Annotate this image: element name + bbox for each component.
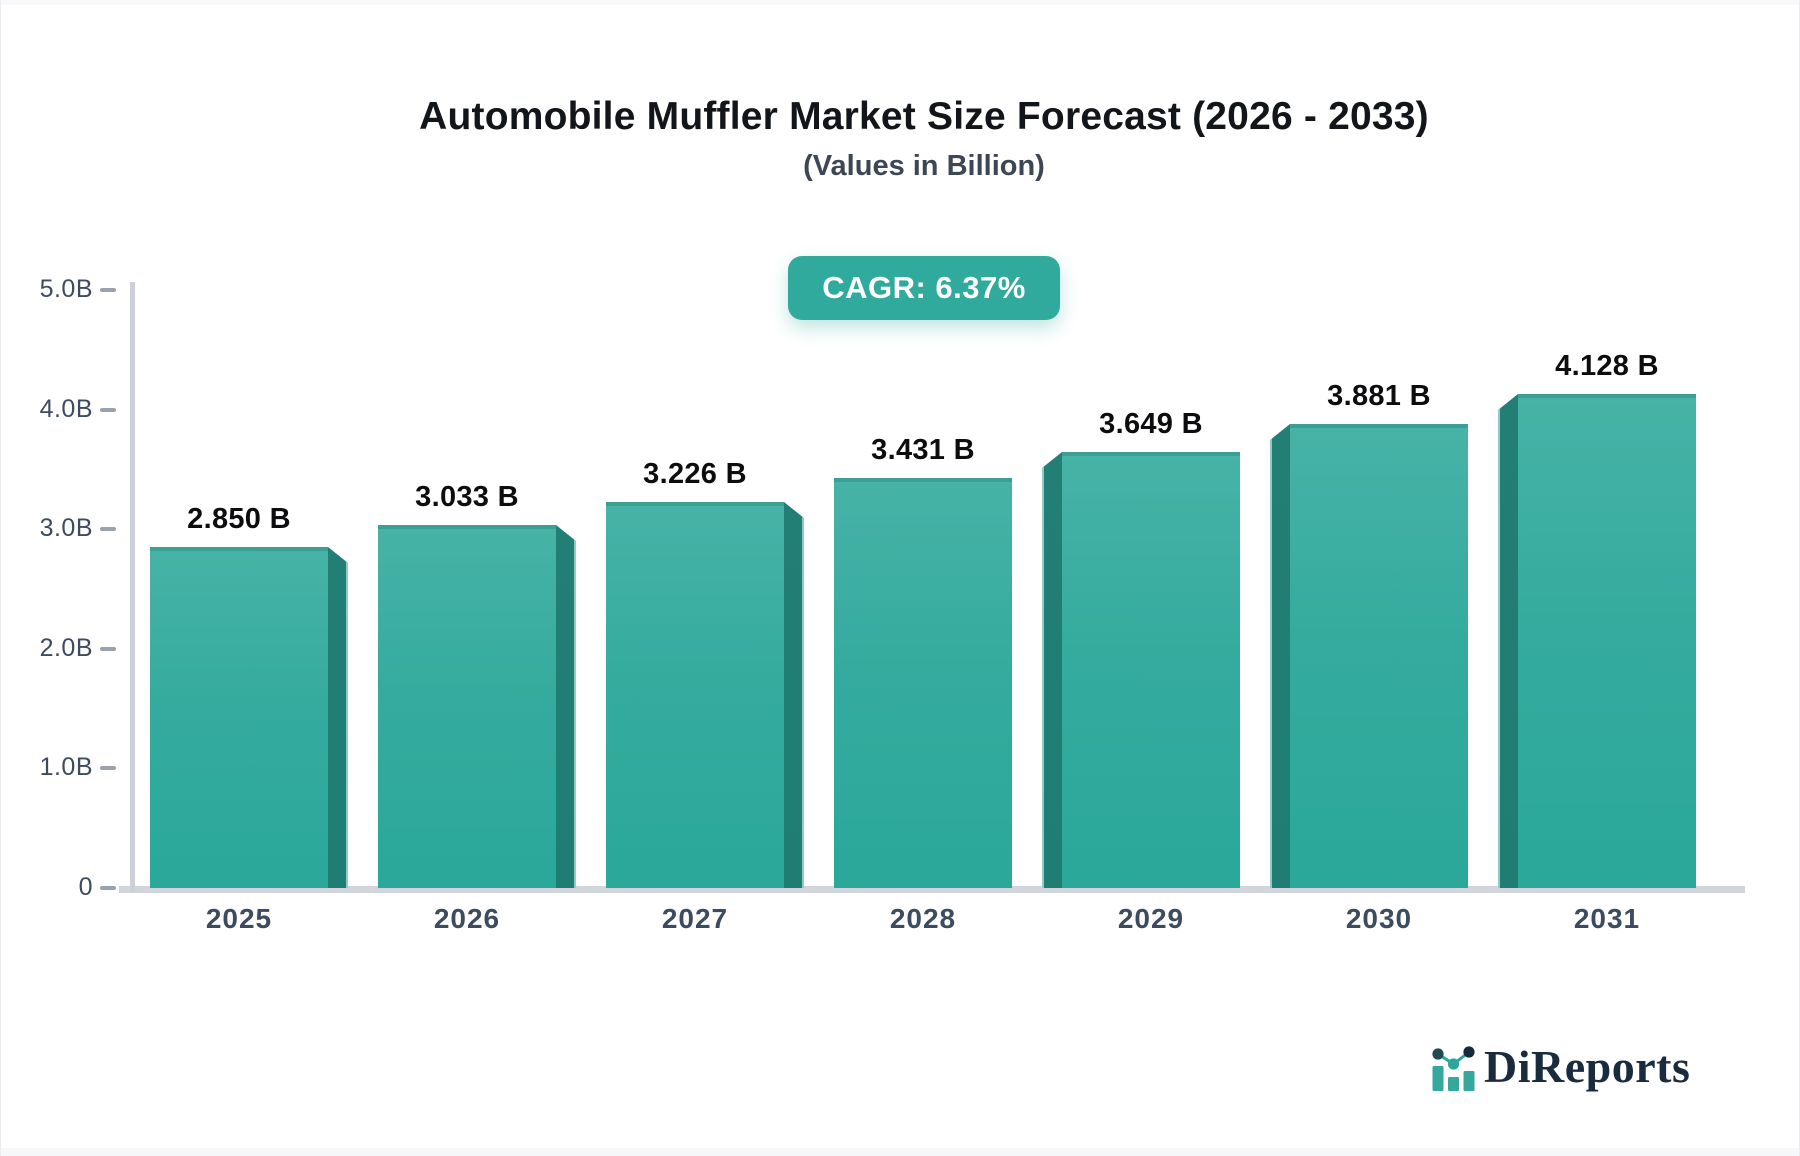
y-axis-tick-label: 1.0B <box>39 753 93 781</box>
chart-title: Automobile Muffler Market Size Forecast … <box>419 95 1429 138</box>
bar-2026 <box>378 525 556 888</box>
y-axis-tick-label: 0 <box>78 873 93 901</box>
y-axis-tick <box>100 408 116 412</box>
y-axis-tick-label: 5.0B <box>39 275 93 303</box>
y-axis-tick <box>100 886 116 890</box>
cagr-badge-label: CAGR: 6.37% <box>822 270 1026 305</box>
y-axis-tick <box>100 647 116 651</box>
bar-2030 <box>1290 424 1468 888</box>
y-axis-tick-label: 3.0B <box>39 514 93 542</box>
mini-bar-chart-icon <box>1430 1044 1477 1091</box>
bar-3d-side-2026 <box>556 525 576 888</box>
bar-3d-side-2031 <box>1498 394 1518 888</box>
x-axis-label-2031: 2031 <box>1573 903 1641 934</box>
bar-3d-side-2027 <box>784 502 804 888</box>
bar-value-label-2029: 3.649 B <box>1099 408 1203 440</box>
bar-2027 <box>606 502 784 888</box>
x-axis-label-2029: 2029 <box>1117 903 1185 934</box>
y-axis-tick <box>100 288 116 292</box>
y-axis-tick-label: 4.0B <box>39 395 93 423</box>
page-edge-left <box>0 0 1 1156</box>
bar-2025 <box>150 547 328 888</box>
bar-2029 <box>1062 452 1240 888</box>
x-axis-label-2030: 2030 <box>1345 903 1413 934</box>
y-axis-tick-label: 2.0B <box>39 634 93 662</box>
cagr-badge: CAGR: 6.37% <box>788 256 1060 320</box>
bar-2028 <box>834 478 1012 888</box>
x-axis-label-2025: 2025 <box>205 903 273 934</box>
y-axis-line <box>130 282 135 892</box>
bar-3d-side-2029 <box>1042 452 1062 888</box>
bar-value-label-2026: 3.033 B <box>415 481 519 513</box>
x-axis-label-2027: 2027 <box>661 903 729 934</box>
logo-text: DiReports <box>1484 1041 1691 1092</box>
bar-value-label-2027: 3.226 B <box>643 458 747 490</box>
bar-value-label-2030: 3.881 B <box>1327 380 1431 412</box>
page-edge-bottom <box>0 1148 1800 1156</box>
x-axis-line <box>119 886 1745 893</box>
y-axis-tick <box>100 766 116 770</box>
bar-value-label-2031: 4.128 B <box>1555 350 1659 382</box>
y-axis-tick <box>100 527 116 531</box>
x-axis-label-2026: 2026 <box>433 903 501 934</box>
bar-2031 <box>1518 394 1696 888</box>
page-edge-top <box>0 0 1800 5</box>
bar-3d-side-2030 <box>1270 424 1290 888</box>
bar-3d-side-2025 <box>328 547 348 888</box>
bar-value-label-2028: 3.431 B <box>871 434 975 466</box>
x-axis-label-2028: 2028 <box>889 903 957 934</box>
direports-logo: DiReports <box>1430 1036 1690 1098</box>
bar-value-label-2025: 2.850 B <box>187 503 291 535</box>
chart-subtitle: (Values in Billion) <box>803 150 1045 182</box>
